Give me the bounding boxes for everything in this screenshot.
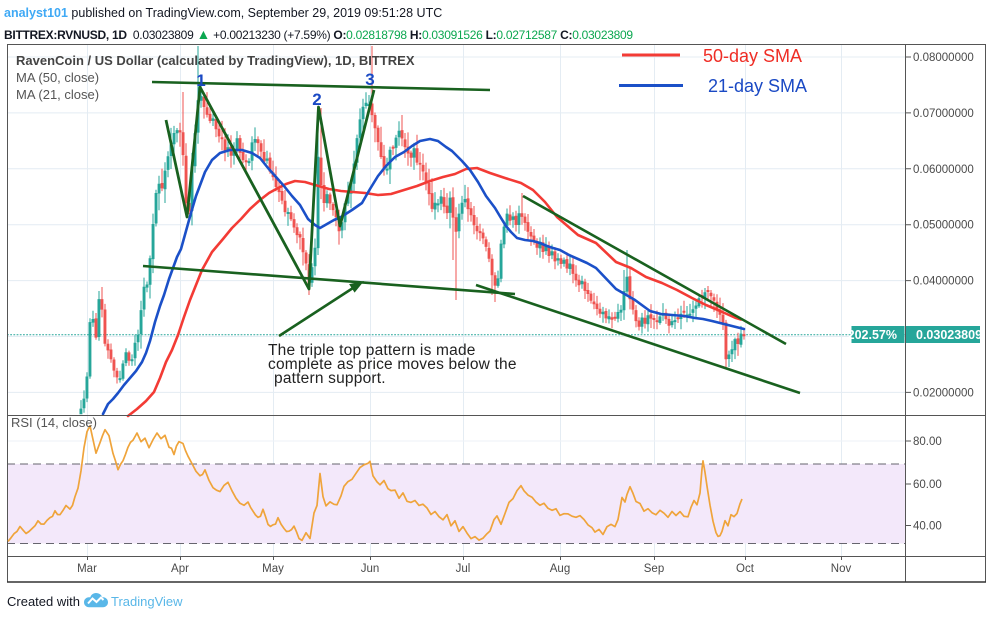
- svg-text:0.08000000: 0.08000000: [913, 52, 974, 64]
- svg-text:Jul: Jul: [456, 563, 471, 575]
- svg-text:50-day SMA: 50-day SMA: [703, 46, 802, 66]
- svg-text:MA (21, close): MA (21, close): [16, 87, 99, 102]
- svg-text:The triple top pattern is made: The triple top pattern is made: [268, 342, 476, 359]
- svg-text:RavenCoin / US Dollar (calcula: RavenCoin / US Dollar (calculated by Tra…: [16, 53, 415, 68]
- svg-text:complete as price moves below: complete as price moves below the: [268, 356, 517, 373]
- svg-text:pattern support.: pattern support.: [274, 370, 386, 387]
- svg-text:MA (50, close): MA (50, close): [16, 70, 99, 85]
- svg-text:0.06000000: 0.06000000: [913, 164, 974, 176]
- svg-text:60.00: 60.00: [913, 479, 942, 491]
- svg-text:0.02000000: 0.02000000: [913, 387, 974, 399]
- svg-text:May: May: [262, 563, 284, 575]
- svg-text:0.07000000: 0.07000000: [913, 108, 974, 120]
- svg-text:0.04000000: 0.04000000: [913, 276, 974, 288]
- svg-text:2: 2: [312, 90, 321, 109]
- svg-text:Nov: Nov: [831, 563, 852, 575]
- svg-text:1: 1: [196, 71, 205, 90]
- svg-text:Sep: Sep: [644, 563, 664, 575]
- svg-text:3: 3: [365, 70, 374, 89]
- svg-text:80.00: 80.00: [913, 436, 942, 448]
- svg-text:21-day SMA: 21-day SMA: [708, 76, 807, 96]
- svg-text:RSI (14, close): RSI (14, close): [11, 415, 97, 430]
- svg-text:40.00: 40.00: [913, 521, 942, 533]
- svg-text:202.57%: 202.57%: [848, 328, 897, 342]
- svg-text:Oct: Oct: [736, 563, 755, 575]
- svg-text:Apr: Apr: [171, 563, 189, 575]
- svg-text:Mar: Mar: [77, 563, 97, 575]
- svg-text:Jun: Jun: [361, 563, 380, 575]
- svg-text:0.03023809: 0.03023809: [916, 328, 982, 342]
- svg-text:0.05000000: 0.05000000: [913, 220, 974, 232]
- svg-text:Aug: Aug: [550, 563, 570, 575]
